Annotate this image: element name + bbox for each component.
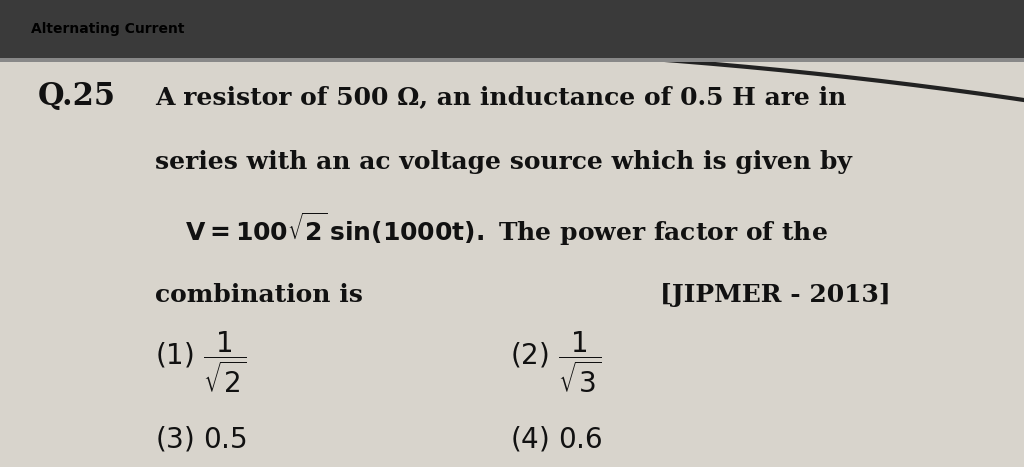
Text: $\mathbf{V=100\sqrt{2}\,sin(1000t)}$$\mathbf{.}$ The power factor of the: $\mathbf{V=100\sqrt{2}\,sin(1000t)}$$\ma…	[185, 210, 827, 248]
Text: $(1)\ \dfrac{1}{\sqrt{2}}$: $(1)\ \dfrac{1}{\sqrt{2}}$	[155, 329, 247, 395]
Text: [JIPMER - 2013]: [JIPMER - 2013]	[660, 283, 891, 307]
Text: Q.25: Q.25	[38, 82, 116, 113]
Text: series with an ac voltage source which is given by: series with an ac voltage source which i…	[155, 150, 852, 174]
Text: A resistor of 500 Ω, an inductance of 0.5 H are in: A resistor of 500 Ω, an inductance of 0.…	[155, 85, 847, 109]
Text: Alternating Current: Alternating Current	[31, 22, 184, 36]
Text: $(4)\ 0.6$: $(4)\ 0.6$	[510, 425, 603, 453]
Text: combination is: combination is	[155, 283, 362, 307]
Text: $(3)\ 0.5$: $(3)\ 0.5$	[155, 425, 247, 453]
Text: $(2)\ \dfrac{1}{\sqrt{3}}$: $(2)\ \dfrac{1}{\sqrt{3}}$	[510, 329, 601, 395]
